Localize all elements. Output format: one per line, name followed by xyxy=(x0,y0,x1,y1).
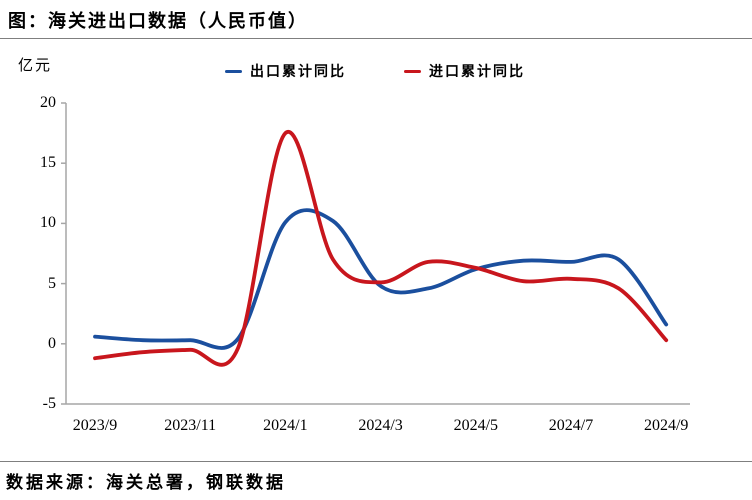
x-tick-label: 2024/3 xyxy=(358,417,403,434)
page-title: 图：海关进出口数据（人民币值） xyxy=(8,11,308,31)
title-divider xyxy=(0,38,752,39)
x-tick-label: 2023/9 xyxy=(72,417,118,434)
legend-item-import: 进口累计同比 xyxy=(404,61,525,81)
y-axis-unit-label: 亿元 xyxy=(18,58,53,74)
x-tick-label: 2024/5 xyxy=(453,417,499,434)
y-tick-label: 0 xyxy=(48,334,56,352)
data-source-note: 数据来源：海关总署，钢联数据 xyxy=(6,473,286,492)
import-line-swatch xyxy=(404,69,421,73)
y-tick-label: 20 xyxy=(40,94,56,111)
x-tick-label: 2023/11 xyxy=(164,417,217,434)
x-tick-label: 2024/7 xyxy=(548,417,594,434)
x-tick-label: 2024/1 xyxy=(263,417,308,434)
legend-label-import: 进口累计同比 xyxy=(429,65,525,80)
export-series-line xyxy=(93,208,669,350)
x-tick-label: 2024/9 xyxy=(643,417,689,434)
import-series-line xyxy=(93,130,669,367)
legend-label-export: 出口累计同比 xyxy=(250,65,346,80)
y-tick-label: 10 xyxy=(40,214,56,232)
chart-legend: 出口累计同比 进口累计同比 xyxy=(225,61,525,81)
export-line-swatch xyxy=(225,69,242,73)
y-tick-label: -5 xyxy=(42,395,56,412)
footer-divider xyxy=(0,461,752,462)
legend-item-export: 出口累计同比 xyxy=(225,61,346,81)
y-tick-label: 15 xyxy=(40,154,56,172)
y-tick-label: 5 xyxy=(48,274,56,292)
